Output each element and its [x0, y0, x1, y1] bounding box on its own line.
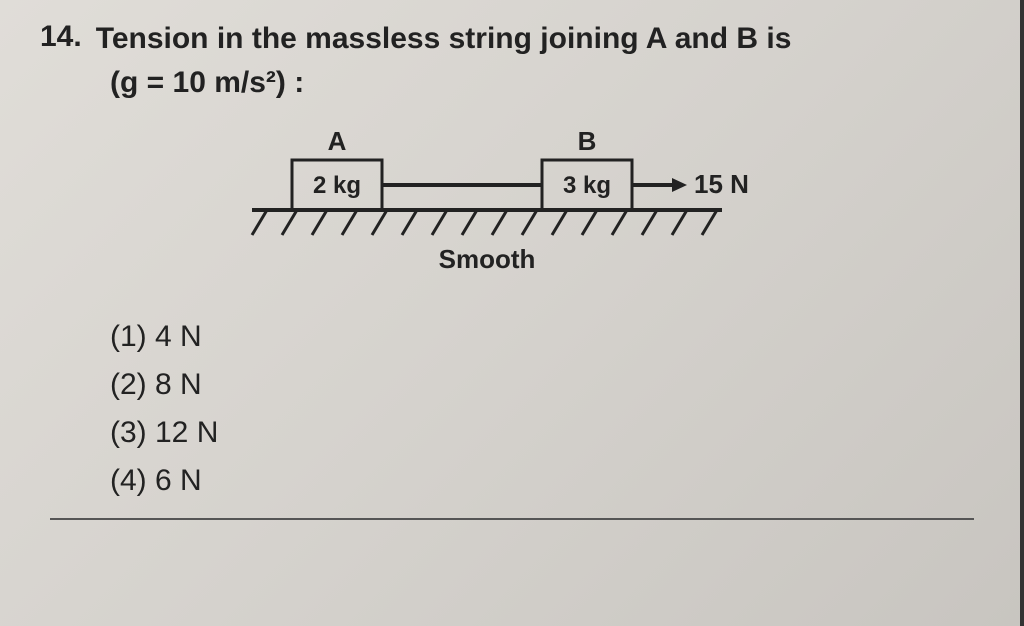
question-number: 14.: [40, 20, 82, 54]
question-given: (g = 10 m/s²) :: [110, 66, 984, 100]
options: (1) 4 N (2) 8 N (3) 12 N (4) 6 N: [110, 320, 984, 498]
diagram: A 2 kg B 3 kg 15 N: [40, 120, 984, 290]
page: 14. Tension in the massless string joini…: [0, 0, 1024, 626]
mass-a: 2 kg: [313, 172, 361, 199]
label-a: A: [328, 126, 347, 156]
label-b: B: [578, 126, 597, 156]
option-1[interactable]: (1) 4 N: [110, 320, 984, 354]
option-4[interactable]: (4) 6 N: [110, 464, 984, 498]
physics-diagram-svg: A 2 kg B 3 kg 15 N: [232, 120, 792, 290]
divider: [50, 518, 974, 520]
question-text: Tension in the massless string joining A…: [96, 20, 792, 58]
surface-label: Smooth: [439, 244, 536, 274]
ground-hatching: [252, 210, 717, 235]
force-label: 15 N: [694, 169, 749, 199]
option-2[interactable]: (2) 8 N: [110, 368, 984, 402]
page-right-border: [1020, 0, 1024, 626]
option-3[interactable]: (3) 12 N: [110, 416, 984, 450]
force-arrowhead: [672, 178, 687, 192]
mass-b: 3 kg: [563, 172, 611, 199]
question-header: 14. Tension in the massless string joini…: [40, 20, 984, 58]
